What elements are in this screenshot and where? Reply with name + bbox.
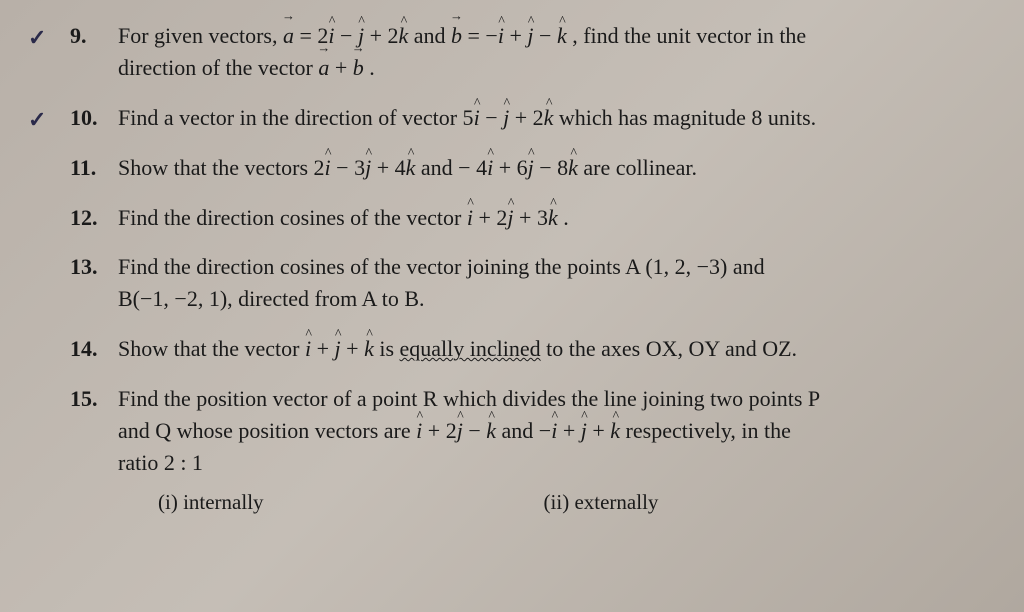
problem-content: Find the position vector of a point R wh… bbox=[118, 383, 984, 517]
hat-j: j bbox=[503, 102, 509, 134]
problem-15: 15. Find the position vector of a point … bbox=[32, 383, 984, 517]
problem-number: 13. bbox=[70, 251, 118, 283]
text: + bbox=[329, 55, 352, 80]
text: are collinear. bbox=[578, 155, 697, 180]
underlined-text: equally inclined bbox=[400, 336, 541, 361]
text: = − bbox=[462, 23, 498, 48]
hat-j: j bbox=[527, 20, 533, 52]
text: B(−1, −2, 1), directed from A to B. bbox=[118, 286, 425, 311]
hat-k: k bbox=[568, 152, 578, 184]
text: direction of the vector bbox=[118, 55, 318, 80]
problem-content: For given vectors, a = 2i − j + 2k and b… bbox=[118, 20, 984, 84]
problem-number: 9. bbox=[70, 20, 118, 52]
vec-b: b bbox=[451, 20, 462, 52]
hat-i: i bbox=[416, 415, 422, 447]
hat-k: k bbox=[548, 202, 558, 234]
option-externally: (ii) externally bbox=[544, 487, 659, 517]
hat-j: j bbox=[457, 415, 463, 447]
vec-b: b bbox=[353, 52, 364, 84]
text: − bbox=[480, 105, 503, 130]
vec-a: a bbox=[318, 52, 329, 84]
problem-14: 14. Show that the vector i + j + k is eq… bbox=[32, 333, 984, 365]
hat-i: i bbox=[474, 102, 480, 134]
text: + bbox=[341, 336, 364, 361]
text: + 2 bbox=[473, 205, 507, 230]
problem-content: Find the direction cosines of the vector… bbox=[118, 202, 984, 234]
text: respectively, in the bbox=[620, 418, 791, 443]
text: ratio 2 : 1 bbox=[118, 450, 203, 475]
hat-k: k bbox=[544, 102, 554, 134]
problem-10: ✓ 10. Find a vector in the direction of … bbox=[32, 102, 984, 134]
text: Find a vector in the direction of vector… bbox=[118, 105, 474, 130]
problem-11: 11. Show that the vectors 2i − 3j + 4k a… bbox=[32, 152, 984, 184]
problem-12: 12. Find the direction cosines of the ve… bbox=[32, 202, 984, 234]
problem-number: 10. bbox=[70, 102, 118, 134]
text: . bbox=[364, 55, 375, 80]
text: − 8 bbox=[534, 155, 568, 180]
text: − bbox=[534, 23, 557, 48]
hat-k: k bbox=[557, 20, 567, 52]
text: + 6 bbox=[493, 155, 527, 180]
text: + 2 bbox=[509, 105, 543, 130]
text: Find the position vector of a point R wh… bbox=[118, 386, 820, 411]
text: . bbox=[558, 205, 569, 230]
text: Find the direction cosines of the vector bbox=[118, 205, 467, 230]
text: and bbox=[408, 23, 451, 48]
problem-content: Show that the vector i + j + k is equall… bbox=[118, 333, 984, 365]
text: + bbox=[587, 418, 610, 443]
hat-k: k bbox=[398, 20, 408, 52]
text: + 3 bbox=[514, 205, 548, 230]
hat-j: j bbox=[528, 152, 534, 184]
hat-j: j bbox=[365, 152, 371, 184]
problem-number: 12. bbox=[70, 202, 118, 234]
text: Show that the vectors 2 bbox=[118, 155, 325, 180]
option-internally: (i) internally bbox=[158, 487, 264, 517]
text: to the axes OX, OY and OZ. bbox=[541, 336, 797, 361]
text: − 3 bbox=[331, 155, 365, 180]
text: and − bbox=[496, 418, 551, 443]
hat-i: i bbox=[325, 152, 331, 184]
problem-content: Show that the vectors 2i − 3j + 4k and −… bbox=[118, 152, 984, 184]
problem-content: Find a vector in the direction of vector… bbox=[118, 102, 984, 134]
problem-number: 15. bbox=[70, 383, 118, 415]
hat-j: j bbox=[507, 202, 513, 234]
hat-k: k bbox=[486, 415, 496, 447]
hat-i: i bbox=[487, 152, 493, 184]
text: Show that the vector bbox=[118, 336, 305, 361]
problem-9: ✓ 9. For given vectors, a = 2i − j + 2k … bbox=[32, 20, 984, 84]
hat-k: k bbox=[406, 152, 416, 184]
text: + 2 bbox=[364, 23, 398, 48]
text: + 4 bbox=[371, 155, 405, 180]
problem-13: 13. Find the direction cosines of the ve… bbox=[32, 251, 984, 315]
hat-i: i bbox=[467, 202, 473, 234]
problem-number: 11. bbox=[70, 152, 118, 184]
sub-options: (i) internally (ii) externally bbox=[158, 487, 976, 517]
text: For given vectors, bbox=[118, 23, 283, 48]
text: Find the direction cosines of the vector… bbox=[118, 254, 765, 279]
text: is bbox=[374, 336, 400, 361]
checkmark-icon: ✓ bbox=[28, 22, 46, 54]
hat-k: k bbox=[610, 415, 620, 447]
vec-a: a bbox=[283, 20, 294, 52]
hat-j: j bbox=[581, 415, 587, 447]
problem-content: Find the direction cosines of the vector… bbox=[118, 251, 984, 315]
hat-k: k bbox=[364, 333, 374, 365]
text: + bbox=[311, 336, 334, 361]
hat-i: i bbox=[498, 20, 504, 52]
hat-i: i bbox=[551, 415, 557, 447]
text: + 2 bbox=[422, 418, 456, 443]
text: − bbox=[463, 418, 486, 443]
checkmark-icon: ✓ bbox=[28, 104, 46, 136]
text: which has magnitude 8 units. bbox=[553, 105, 816, 130]
text: , find the unit vector in the bbox=[567, 23, 807, 48]
problem-number: 14. bbox=[70, 333, 118, 365]
hat-i: i bbox=[305, 333, 311, 365]
text: + bbox=[557, 418, 580, 443]
text: and − 4 bbox=[415, 155, 487, 180]
hat-j: j bbox=[335, 333, 341, 365]
text: + bbox=[504, 23, 527, 48]
text: and Q whose position vectors are bbox=[118, 418, 416, 443]
